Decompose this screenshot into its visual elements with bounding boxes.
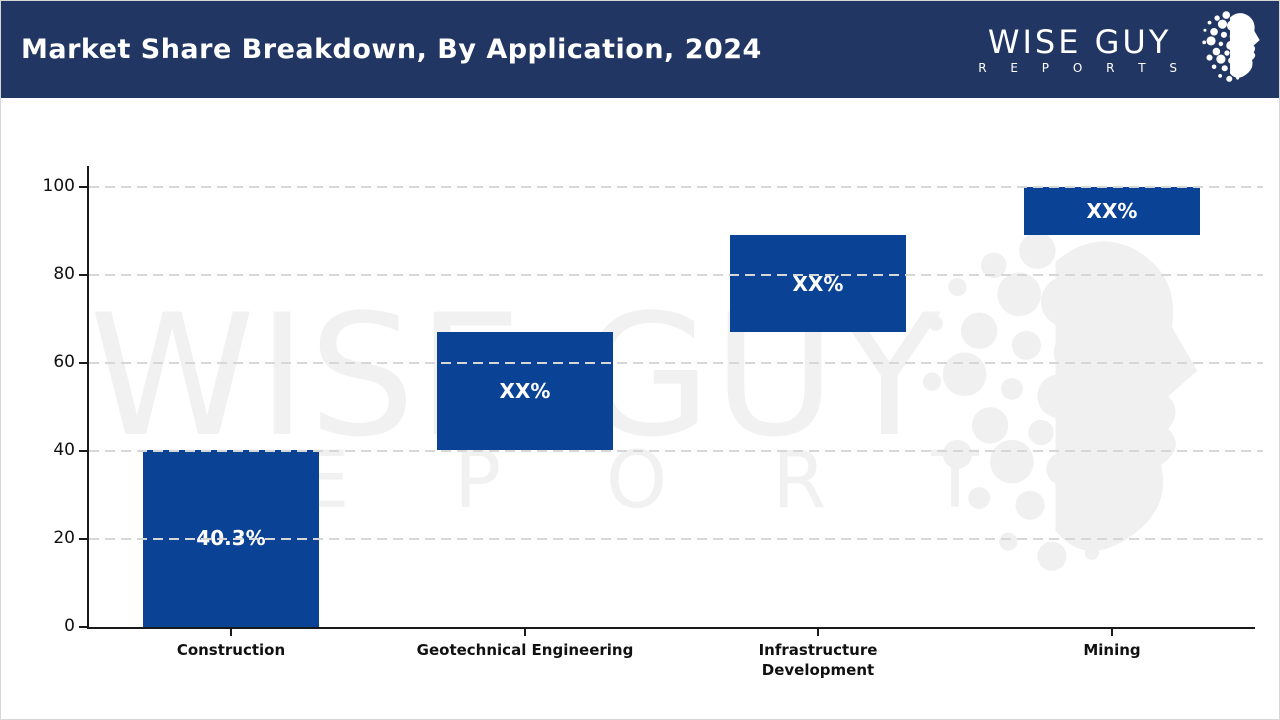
x-category-label: Infrastructure Development (758, 641, 878, 679)
y-tick-label-20: 20 (53, 528, 75, 548)
y-tick-mark-80 (79, 274, 88, 276)
page-title: Market Share Breakdown, By Application, … (21, 34, 762, 65)
y-axis-line (87, 166, 89, 628)
header: Market Share Breakdown, By Application, … (1, 1, 1279, 98)
x-category-label: Geotechnical Engineering (416, 641, 634, 659)
y-tick-mark-100 (79, 186, 88, 188)
gridline-40 (89, 450, 1263, 452)
y-tick-label-100: 100 (42, 176, 75, 196)
bar-segment: XX% (730, 235, 906, 333)
y-tick-label-80: 80 (53, 264, 75, 284)
brand-logo-text: WISE GUY R E P O R T S (972, 25, 1187, 75)
waterfall-chart: WISE GUY R E P O R T S 0 20 40 60 80 100 40.3%… (1, 98, 1279, 719)
brand-logo: WISE GUY R E P O R T S (972, 8, 1265, 92)
y-tick-label-40: 40 (53, 440, 75, 460)
x-tick-mark (524, 629, 526, 636)
x-category-label: Construction (176, 641, 286, 659)
x-axis-line (87, 627, 1255, 629)
bar-segment: XX% (437, 332, 613, 450)
x-tick-mark (230, 629, 232, 636)
y-tick-label-0: 0 (64, 616, 75, 636)
bar-segment: XX% (1024, 187, 1200, 236)
x-tick-mark (1111, 629, 1113, 636)
gridline-20 (89, 538, 1263, 540)
dotted-head-logo-icon (1202, 10, 1260, 82)
x-tick-mark (817, 629, 819, 636)
bar-value-label: XX% (1086, 199, 1138, 224)
x-category-label: Mining (1083, 641, 1141, 659)
brand-subname: R E P O R T S (978, 60, 1187, 75)
y-tick-label-60: 60 (53, 352, 75, 372)
gridline-60 (89, 362, 1263, 364)
y-tick-mark-0 (79, 626, 88, 628)
bar-value-label: XX% (499, 378, 551, 403)
gridline-100 (89, 186, 1263, 188)
y-tick-mark-40 (79, 450, 88, 452)
brand-name: WISE GUY (987, 22, 1172, 61)
y-tick-mark-20 (79, 538, 88, 540)
gridline-80 (89, 274, 1263, 276)
watermark-head-icon (922, 232, 1198, 571)
y-tick-mark-60 (79, 362, 88, 364)
